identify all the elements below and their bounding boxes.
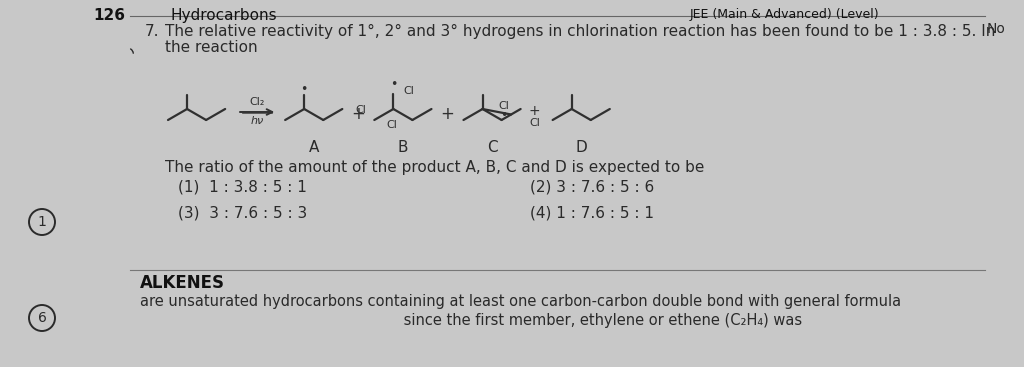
Text: +: +: [528, 104, 541, 118]
Text: The relative reactivity of 1°, 2° and 3° hydrogens in chlorination reaction has : The relative reactivity of 1°, 2° and 3°…: [165, 24, 995, 39]
Text: JEE (Main & Advanced) (Level): JEE (Main & Advanced) (Level): [690, 8, 880, 21]
Text: •: •: [500, 109, 507, 123]
Text: hν: hν: [251, 116, 264, 126]
Text: A: A: [308, 141, 318, 156]
Text: since the first member, ethylene or ethene (C₂H₄) was: since the first member, ethylene or ethe…: [140, 313, 802, 328]
Text: B: B: [397, 141, 409, 156]
Text: +: +: [440, 105, 455, 123]
Text: Cl: Cl: [403, 86, 415, 95]
Text: •: •: [390, 78, 397, 91]
Text: +: +: [351, 105, 366, 123]
Text: Cl: Cl: [355, 105, 367, 115]
Text: Cl: Cl: [386, 120, 397, 130]
Text: 6: 6: [38, 311, 46, 325]
Text: (4) 1 : 7.6 : 5 : 1: (4) 1 : 7.6 : 5 : 1: [530, 205, 654, 220]
Text: 126: 126: [93, 8, 125, 23]
Text: Cl₂: Cl₂: [250, 97, 265, 107]
Text: Cl: Cl: [498, 101, 509, 111]
Text: C: C: [486, 141, 498, 156]
Text: The ratio of the amount of the product A, B, C and D is expected to be: The ratio of the amount of the product A…: [165, 160, 705, 175]
Text: •: •: [300, 83, 308, 96]
Text: D: D: [575, 141, 587, 156]
Text: Cl: Cl: [529, 118, 540, 128]
Text: are unsaturated hydrocarbons containing at least one carbon-carbon double bond w: are unsaturated hydrocarbons containing …: [140, 294, 901, 309]
Text: the reaction: the reaction: [165, 40, 258, 55]
Text: Hydrocarbons: Hydrocarbons: [170, 8, 276, 23]
Text: ALKENES: ALKENES: [140, 274, 225, 292]
Text: (3)  3 : 7.6 : 5 : 3: (3) 3 : 7.6 : 5 : 3: [178, 205, 307, 220]
Text: (1)  1 : 3.8 : 5 : 1: (1) 1 : 3.8 : 5 : 1: [178, 180, 307, 195]
Text: 1: 1: [38, 215, 46, 229]
Text: No: No: [986, 22, 1005, 36]
Text: 7.: 7.: [145, 24, 160, 39]
Text: (2) 3 : 7.6 : 5 : 6: (2) 3 : 7.6 : 5 : 6: [530, 180, 654, 195]
